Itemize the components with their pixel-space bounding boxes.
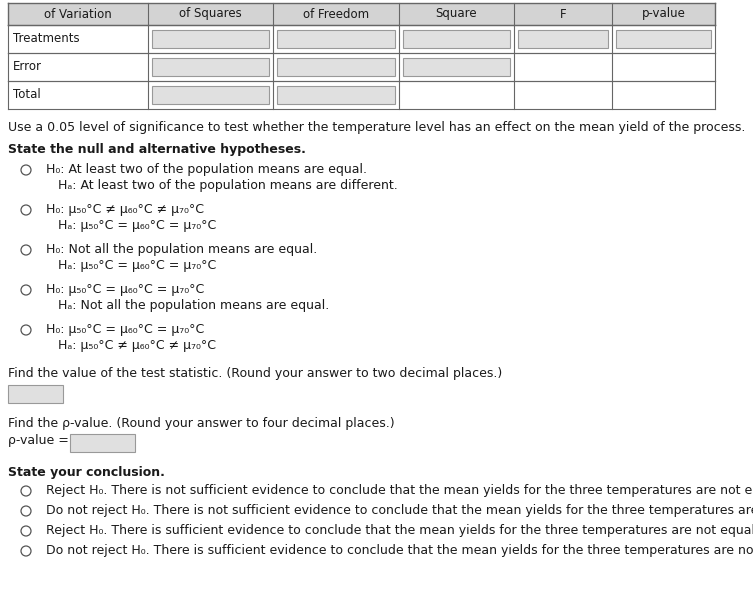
Text: Hₐ: μ₅₀°C = μ₆₀°C = μ₇₀°C: Hₐ: μ₅₀°C = μ₆₀°C = μ₇₀°C: [58, 219, 216, 232]
Text: p-value: p-value: [642, 7, 686, 20]
Bar: [151, 58, 269, 76]
Bar: [70, 434, 135, 452]
Text: Reject H₀. There is sufficient evidence to conclude that the mean yields for the: Reject H₀. There is sufficient evidence …: [46, 524, 753, 537]
Text: F: F: [559, 7, 566, 20]
Bar: [517, 30, 608, 48]
Text: Hₐ: Not all the population means are equal.: Hₐ: Not all the population means are equ…: [58, 299, 329, 312]
Bar: [277, 86, 395, 104]
Bar: [151, 86, 269, 104]
Text: Find the ρ-value. (Round your answer to four decimal places.): Find the ρ-value. (Round your answer to …: [8, 417, 395, 430]
Text: Hₐ: μ₅₀°C ≠ μ₆₀°C ≠ μ₇₀°C: Hₐ: μ₅₀°C ≠ μ₆₀°C ≠ μ₇₀°C: [58, 339, 216, 352]
Text: Error: Error: [13, 60, 42, 73]
Bar: [277, 58, 395, 76]
Bar: [617, 30, 711, 48]
Text: Do not reject H₀. There is not sufficient evidence to conclude that the mean yie: Do not reject H₀. There is not sufficien…: [46, 504, 753, 517]
Text: Use a 0.05 level of significance to test whether the temperature level has an ef: Use a 0.05 level of significance to test…: [8, 121, 745, 134]
Text: of Squares: of Squares: [179, 7, 242, 20]
Text: Hₐ: At least two of the population means are different.: Hₐ: At least two of the population means…: [58, 179, 398, 192]
Text: H₀: μ₅₀°C = μ₆₀°C = μ₇₀°C: H₀: μ₅₀°C = μ₆₀°C = μ₇₀°C: [46, 283, 204, 296]
Bar: [8, 385, 63, 403]
Bar: [403, 58, 510, 76]
Text: Total: Total: [13, 89, 41, 102]
Text: State your conclusion.: State your conclusion.: [8, 466, 165, 479]
Text: Square: Square: [435, 7, 477, 20]
Text: Reject H₀. There is not sufficient evidence to conclude that the mean yields for: Reject H₀. There is not sufficient evide…: [46, 484, 753, 497]
Text: H₀: At least two of the population means are equal.: H₀: At least two of the population means…: [46, 163, 367, 176]
Text: ρ-value =: ρ-value =: [8, 434, 69, 447]
Text: H₀: μ₅₀°C = μ₆₀°C = μ₇₀°C: H₀: μ₅₀°C = μ₆₀°C = μ₇₀°C: [46, 323, 204, 336]
Text: of Variation: of Variation: [44, 7, 111, 20]
Text: Hₐ: μ₅₀°C = μ₆₀°C = μ₇₀°C: Hₐ: μ₅₀°C = μ₆₀°C = μ₇₀°C: [58, 259, 216, 272]
Bar: [151, 30, 269, 48]
Text: Do not reject H₀. There is sufficient evidence to conclude that the mean yields : Do not reject H₀. There is sufficient ev…: [46, 544, 753, 557]
Bar: [8, 81, 715, 109]
Text: H₀: Not all the population means are equal.: H₀: Not all the population means are equ…: [46, 243, 317, 256]
Text: Treatments: Treatments: [13, 33, 80, 46]
Bar: [403, 30, 510, 48]
Text: Find the value of the test statistic. (Round your answer to two decimal places.): Find the value of the test statistic. (R…: [8, 367, 502, 380]
Bar: [277, 30, 395, 48]
Bar: [8, 3, 715, 25]
Text: State the null and alternative hypotheses.: State the null and alternative hypothese…: [8, 143, 306, 156]
Bar: [8, 25, 715, 53]
Text: H₀: μ₅₀°C ≠ μ₆₀°C ≠ μ₇₀°C: H₀: μ₅₀°C ≠ μ₆₀°C ≠ μ₇₀°C: [46, 203, 204, 216]
Bar: [8, 53, 715, 81]
Text: of Freedom: of Freedom: [303, 7, 369, 20]
